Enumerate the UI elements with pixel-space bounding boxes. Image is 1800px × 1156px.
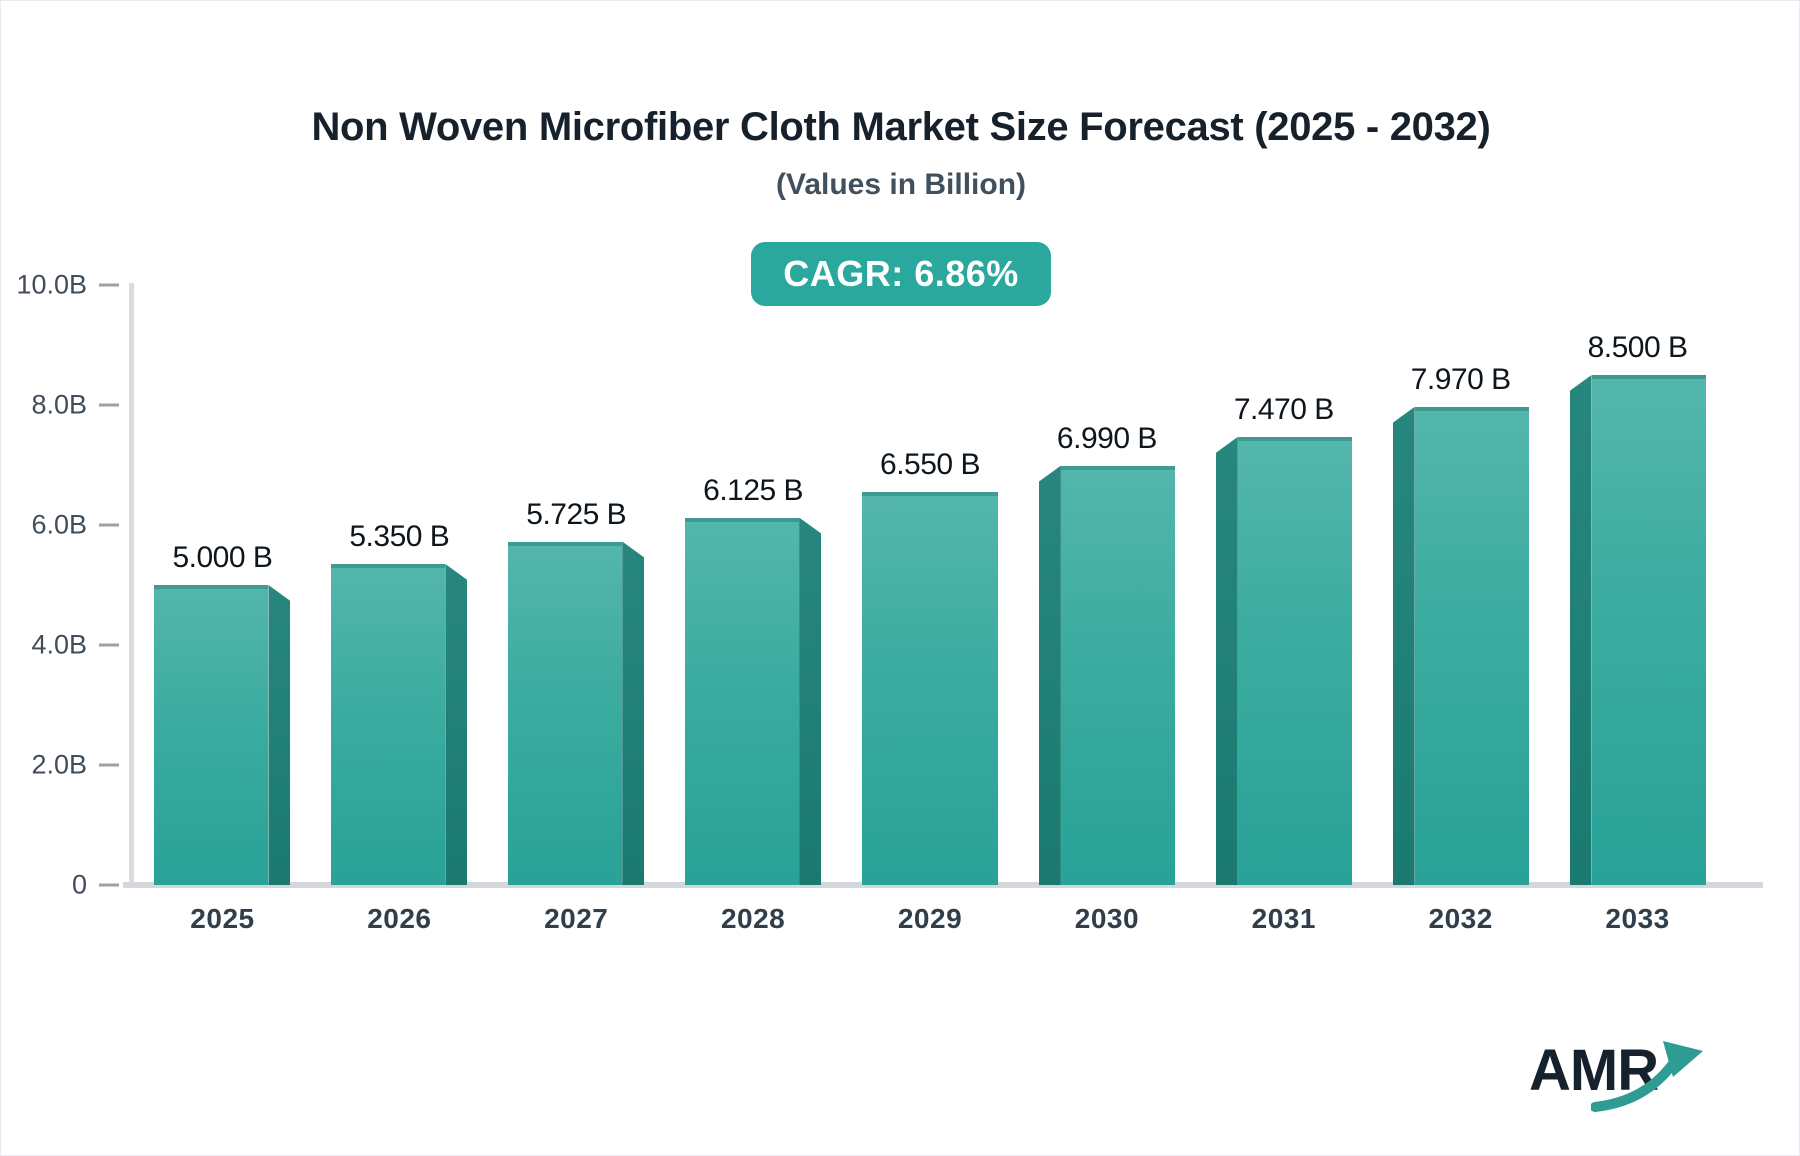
x-axis-label-2026: 2026 bbox=[367, 903, 432, 934]
y-tick-dash bbox=[99, 763, 119, 767]
bar-slot: 5.725 B bbox=[488, 285, 665, 885]
bar-2028: 6.125 B bbox=[685, 474, 822, 885]
x-axis-label-2033: 2033 bbox=[1605, 903, 1670, 934]
y-tick-dash bbox=[99, 403, 119, 407]
bar-2026: 5.350 B bbox=[331, 520, 468, 885]
bar-value-label: 5.350 B bbox=[349, 520, 450, 553]
y-tick-label: 8.0B bbox=[31, 389, 87, 420]
y-tick: 8.0B bbox=[1, 390, 119, 421]
y-tick-label: 6.0B bbox=[31, 509, 87, 540]
y-tick-label: 0 bbox=[71, 869, 87, 900]
bar-side-3d bbox=[268, 585, 291, 885]
chart-header: Non Woven Microfiber Cloth Market Size F… bbox=[1, 1, 1799, 306]
y-tick: 10.0B bbox=[1, 270, 119, 301]
bar-side-3d bbox=[1038, 465, 1061, 885]
amr-logo: AMR bbox=[1529, 1037, 1719, 1123]
bar-face bbox=[1414, 406, 1529, 885]
bar-face bbox=[154, 585, 269, 885]
y-tick: 6.0B bbox=[1, 510, 119, 541]
y-tick-label: 4.0B bbox=[31, 629, 87, 660]
chart-subtitle: (Values in Billion) bbox=[775, 168, 1027, 201]
bar-side-3d bbox=[1392, 406, 1415, 885]
y-axis-line bbox=[129, 283, 134, 885]
bar-value-label: 5.725 B bbox=[526, 497, 627, 531]
bar-face bbox=[1060, 465, 1175, 885]
bar-value-label: 6.990 B bbox=[1056, 421, 1157, 455]
bar-face bbox=[1591, 375, 1706, 885]
x-axis-label-2027: 2027 bbox=[544, 903, 609, 934]
x-axis-label-2025: 2025 bbox=[190, 903, 255, 934]
bar-face bbox=[1237, 436, 1352, 885]
y-tick-label: 10.0B bbox=[16, 269, 87, 300]
bar-2033: 8.500 B bbox=[1569, 331, 1706, 885]
bar-2029: 6.550 B bbox=[862, 448, 998, 885]
y-tick-label: 2.0B bbox=[31, 749, 87, 780]
x-axis-labels: 2025 2026 2027 2028 2029 2030 2031 2032 2033 bbox=[134, 903, 1726, 935]
x-axis-label-2031: 2031 bbox=[1251, 903, 1316, 934]
bar-face bbox=[685, 517, 800, 885]
bar-side-3d bbox=[1569, 375, 1592, 885]
bar-side-3d bbox=[1215, 436, 1238, 885]
y-tick-dash bbox=[99, 883, 119, 887]
bar-side-3d bbox=[445, 564, 468, 885]
bar-value-label: 8.500 B bbox=[1587, 331, 1688, 364]
bar-face bbox=[331, 564, 446, 885]
bar-face bbox=[862, 492, 998, 885]
x-axis-label-2030: 2030 bbox=[1074, 903, 1140, 934]
y-tick: 0 bbox=[1, 870, 119, 901]
bar-slot: 8.500 B bbox=[1549, 285, 1726, 885]
bar-value-label: 6.550 B bbox=[880, 448, 980, 481]
cagr-badge: CAGR: 6.86% bbox=[751, 242, 1051, 306]
x-axis-label-2028: 2028 bbox=[720, 903, 786, 934]
bar-side-3d bbox=[622, 541, 645, 885]
bar-value-label: 7.470 B bbox=[1233, 392, 1334, 426]
bar-2025: 5.000 B bbox=[154, 541, 291, 885]
trend-arrow-icon bbox=[1591, 1041, 1703, 1112]
x-axis-label-2032: 2032 bbox=[1428, 903, 1493, 934]
bar-2032: 7.970 B bbox=[1392, 363, 1529, 885]
bar-slot: 5.000 B bbox=[134, 285, 311, 885]
x-axis-baseline bbox=[123, 882, 1763, 888]
bar-slot: 7.970 B bbox=[1372, 285, 1549, 885]
bar-slot: 6.990 B bbox=[1018, 285, 1195, 885]
bar-face bbox=[508, 541, 623, 885]
bar-slot: 7.470 B bbox=[1195, 285, 1372, 885]
y-tick-dash bbox=[99, 523, 119, 527]
bar-2030: 6.990 B bbox=[1038, 422, 1175, 885]
bar-2027: 5.725 B bbox=[508, 498, 645, 885]
y-tick-dash bbox=[99, 283, 119, 287]
bar-value-label: 6.125 B bbox=[703, 473, 804, 507]
bar-side-3d bbox=[799, 517, 822, 885]
bar-plot-area: 5.000 B 5.350 B 5.725 B 6.125 B 6.550 B 6.990… bbox=[134, 285, 1726, 885]
y-tick: 4.0B bbox=[1, 630, 119, 661]
bar-value-label: 5.000 B bbox=[172, 541, 273, 574]
bar-2031: 7.470 B bbox=[1215, 393, 1352, 885]
y-tick: 2.0B bbox=[1, 750, 119, 781]
y-tick-dash bbox=[99, 643, 119, 647]
bar-value-label: 7.970 B bbox=[1410, 362, 1511, 396]
bar-slot: 6.550 B bbox=[842, 285, 1019, 885]
bar-slot: 6.125 B bbox=[665, 285, 842, 885]
x-axis-label-2029: 2029 bbox=[897, 903, 963, 934]
chart-title: Non Woven Microfiber Cloth Market Size F… bbox=[311, 105, 1491, 149]
bar-slot: 5.350 B bbox=[311, 285, 488, 885]
